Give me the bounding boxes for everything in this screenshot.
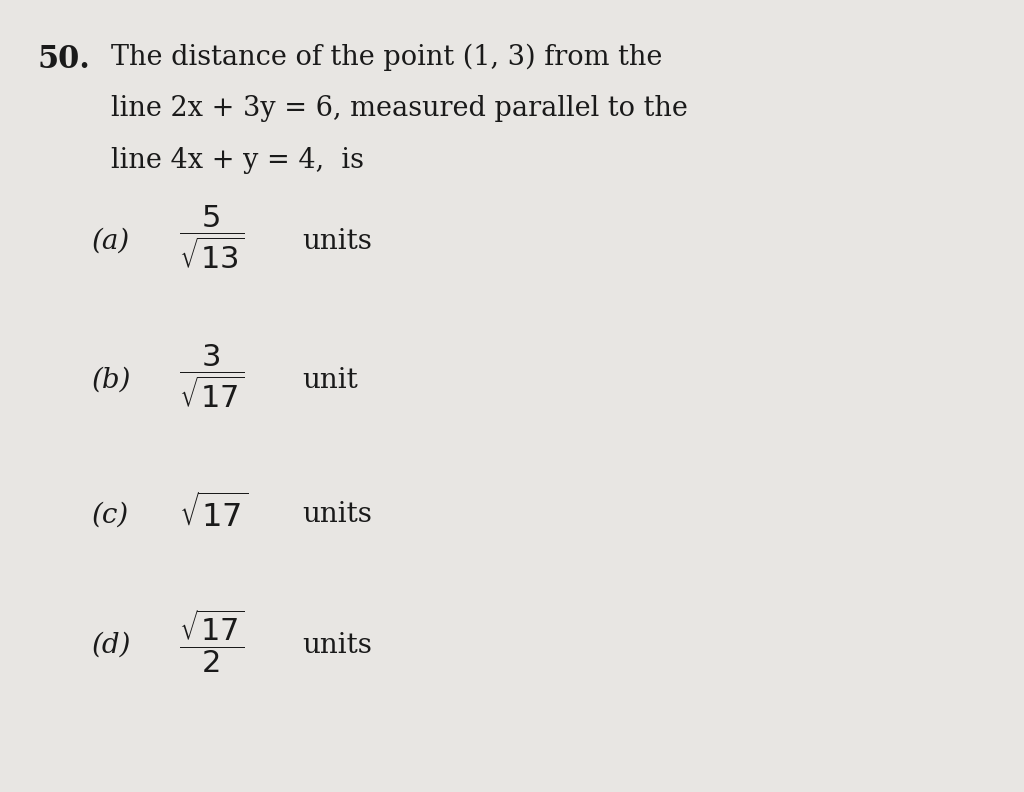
Text: $\sqrt{17}$: $\sqrt{17}$	[179, 495, 249, 535]
Text: units: units	[302, 501, 372, 528]
Text: line 4x + y = 4,  is: line 4x + y = 4, is	[111, 147, 364, 173]
Text: (c): (c)	[92, 501, 129, 528]
Text: 50.: 50.	[38, 44, 91, 74]
Text: $\dfrac{\sqrt{17}}{2}$: $\dfrac{\sqrt{17}}{2}$	[179, 607, 245, 676]
Text: units: units	[302, 228, 372, 255]
Text: (b): (b)	[92, 367, 132, 394]
Text: The distance of the point (1, 3) from the: The distance of the point (1, 3) from th…	[111, 44, 662, 71]
Text: (d): (d)	[92, 632, 132, 659]
Text: line 2x + 3y = 6, measured parallel to the: line 2x + 3y = 6, measured parallel to t…	[111, 95, 687, 122]
Text: $\dfrac{3}{\sqrt{17}}$: $\dfrac{3}{\sqrt{17}}$	[179, 342, 245, 410]
Text: $\dfrac{5}{\sqrt{13}}$: $\dfrac{5}{\sqrt{13}}$	[179, 204, 245, 272]
Text: units: units	[302, 632, 372, 659]
Text: (a): (a)	[92, 228, 130, 255]
Text: unit: unit	[302, 367, 357, 394]
